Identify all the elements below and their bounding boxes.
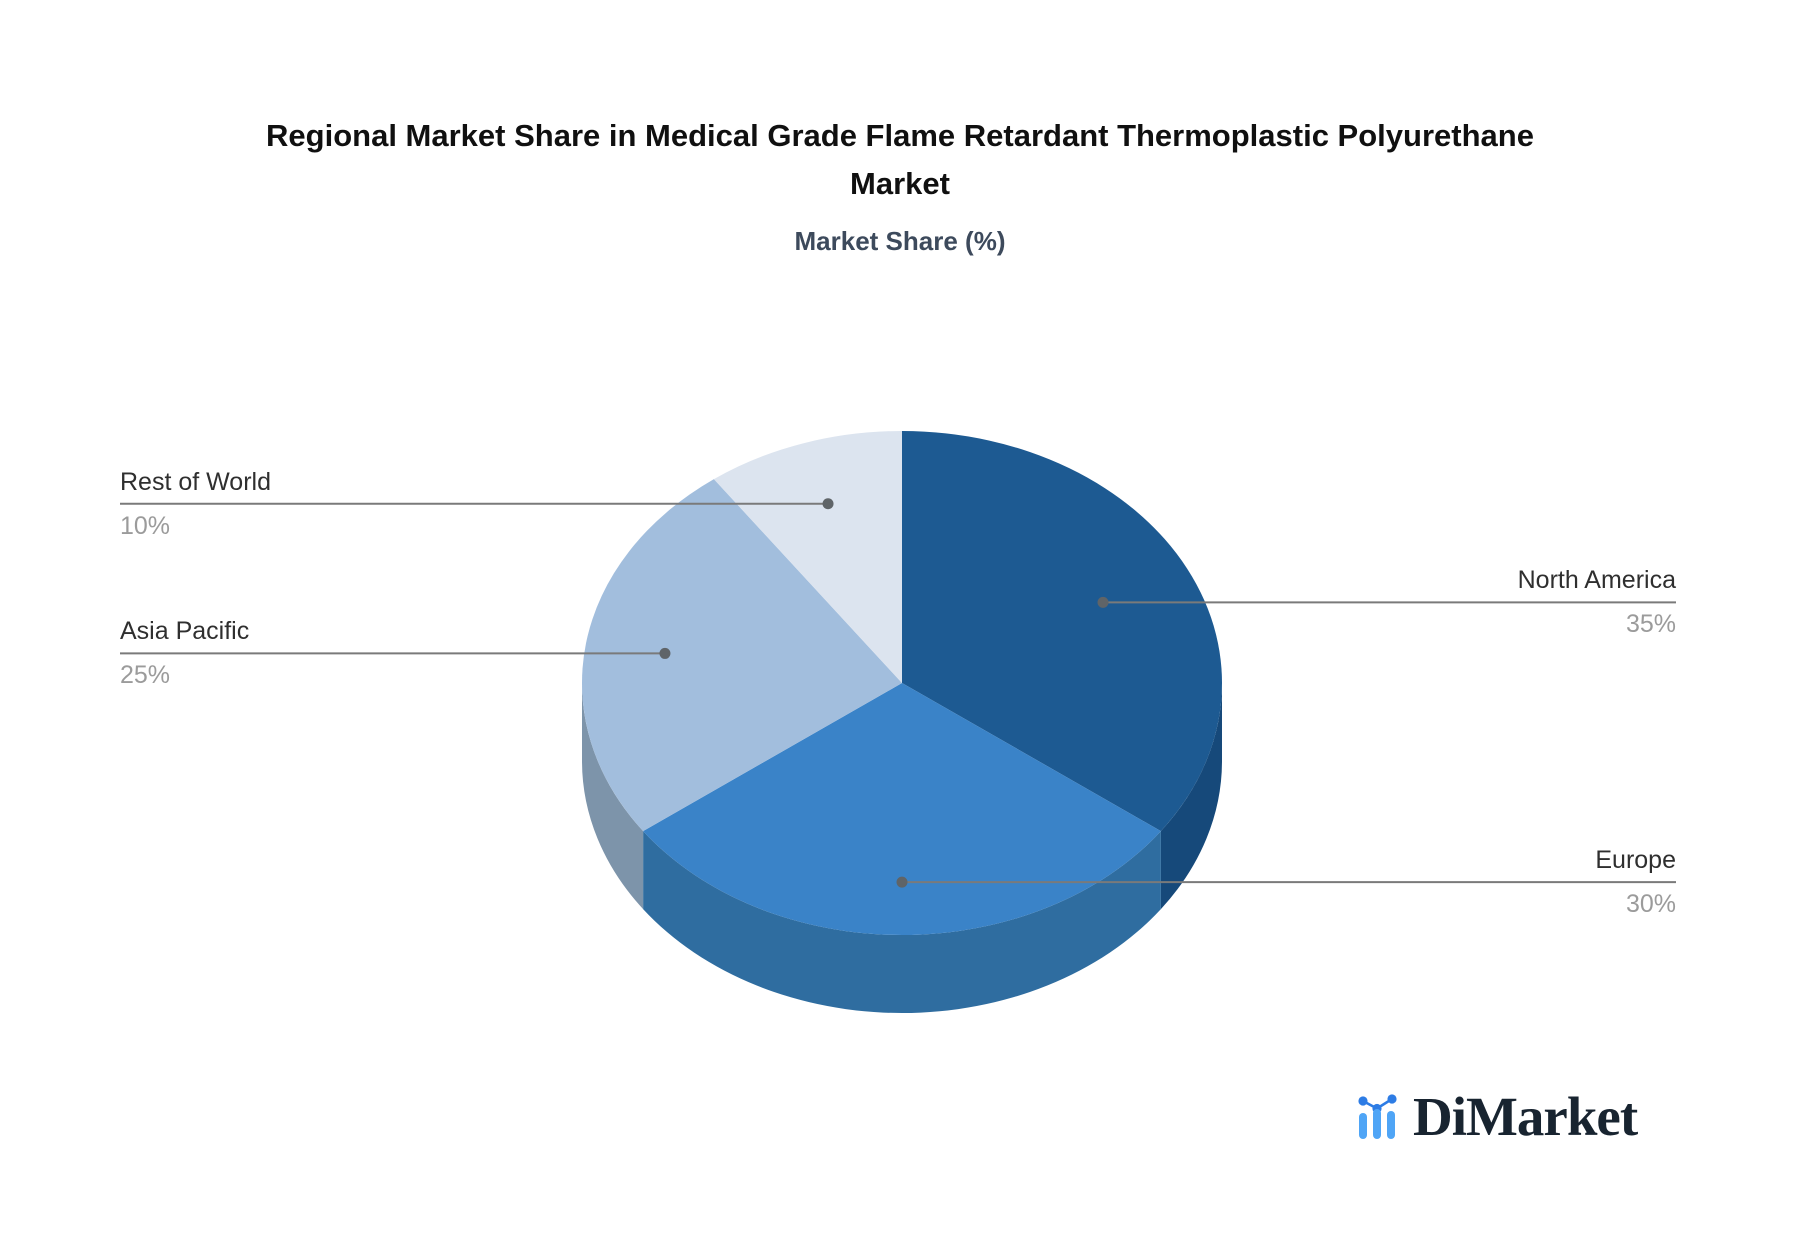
chart-title: Regional Market Share in Medical Grade F… <box>0 0 1800 208</box>
pie-slice-europe[interactable] <box>643 683 1161 936</box>
chart-title-line2: Market <box>850 166 950 201</box>
pie-slice-side-europe <box>643 831 1161 1014</box>
slice-pct-label: 10% <box>120 511 171 540</box>
pie-slice-asia-pacific[interactable] <box>581 479 902 832</box>
pie-slice-rest-of-world[interactable] <box>713 431 902 683</box>
slice-pct-label: 30% <box>1625 890 1676 919</box>
slice-name-label: Asia Pacific <box>120 617 250 646</box>
leader-dot-europe <box>896 876 908 888</box>
pie-slice-side-asia-pacific <box>582 683 644 910</box>
pie-slice-north-america[interactable] <box>902 431 1223 832</box>
slice-pct-label: 25% <box>120 661 171 690</box>
leader-dot-asia-pacific <box>659 647 671 659</box>
leader-dot-rest-of-world <box>822 498 834 510</box>
slice-name-label: North America <box>1517 566 1676 595</box>
leader-dot-north-america <box>1097 596 1109 608</box>
slice-name-label: Europe <box>1595 846 1676 875</box>
slice-pct-label: 35% <box>1625 610 1676 639</box>
pie-slice-side-north-america <box>1160 683 1222 910</box>
chart-title-line1: Regional Market Share in Medical Grade F… <box>266 118 1534 153</box>
dimarket-logo: DiMarket <box>1358 1086 1638 1147</box>
dimarket-logo-text: DiMarket <box>1413 1086 1638 1147</box>
dimarket-logo-icon <box>1358 1094 1397 1139</box>
chart-header: Regional Market Share in Medical Grade F… <box>0 0 1800 257</box>
slice-name-label: Rest of World <box>120 467 271 496</box>
chart-subtitle: Market Share (%) <box>794 226 1006 256</box>
